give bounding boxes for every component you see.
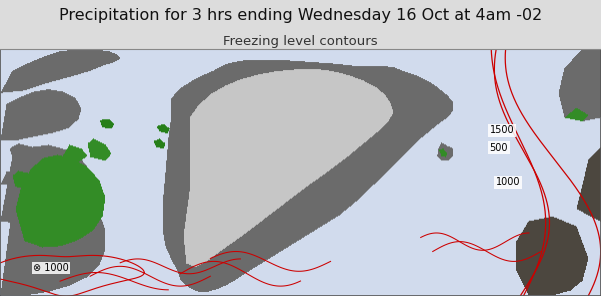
Text: 1000: 1000 [496, 177, 520, 187]
Text: 1500: 1500 [490, 126, 514, 135]
Text: Precipitation for 3 hrs ending Wednesday 16 Oct at 4am -02: Precipitation for 3 hrs ending Wednesday… [59, 8, 542, 23]
Text: ⊗ 1000: ⊗ 1000 [33, 263, 69, 273]
Text: Freezing level contours: Freezing level contours [223, 35, 378, 48]
Text: 500: 500 [490, 143, 508, 153]
